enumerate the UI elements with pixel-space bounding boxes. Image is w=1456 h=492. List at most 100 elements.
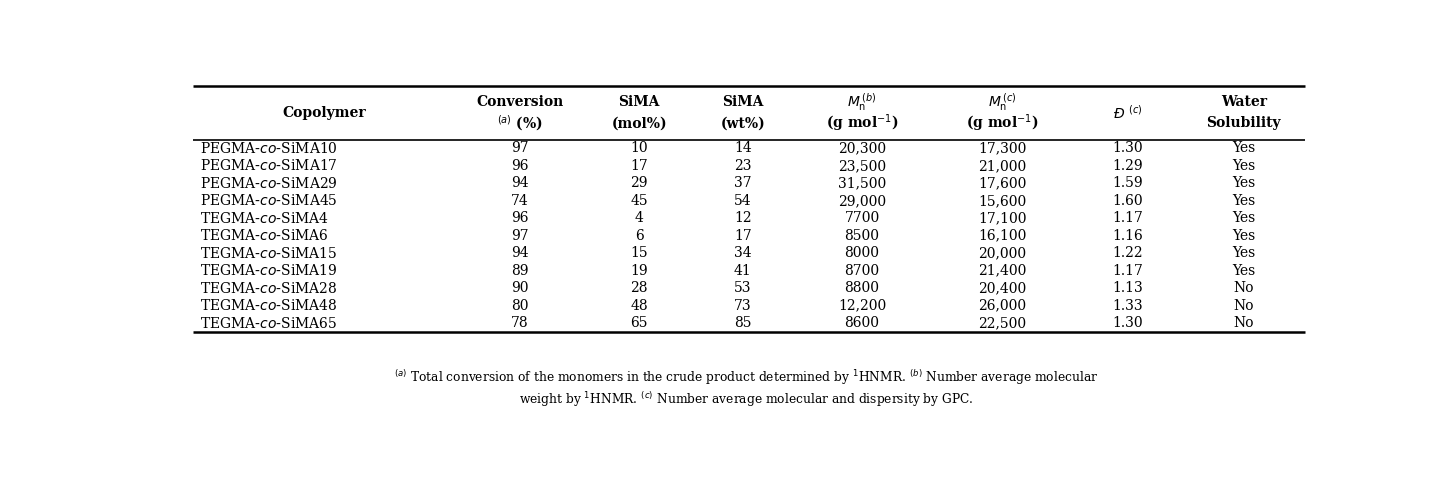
Text: 41: 41 — [734, 264, 751, 277]
Text: 15,600: 15,600 — [978, 194, 1026, 208]
Text: 21,400: 21,400 — [978, 264, 1026, 277]
Text: Solubility: Solubility — [1207, 116, 1281, 130]
Text: 8800: 8800 — [844, 281, 879, 295]
Text: PEGMA$\text{-}\mathit{co}\text{-}$SiMA29: PEGMA$\text{-}\mathit{co}\text{-}$SiMA29 — [199, 176, 338, 191]
Text: 17,300: 17,300 — [978, 142, 1026, 155]
Text: 14: 14 — [734, 142, 751, 155]
Text: 1.30: 1.30 — [1112, 142, 1143, 155]
Text: 1.17: 1.17 — [1112, 211, 1143, 225]
Text: 12,200: 12,200 — [837, 299, 887, 312]
Text: TEGMA$\text{-}\mathit{co}\text{-}$SiMA28: TEGMA$\text{-}\mathit{co}\text{-}$SiMA28 — [199, 280, 338, 296]
Text: 1.29: 1.29 — [1112, 159, 1143, 173]
Text: 1.13: 1.13 — [1112, 281, 1143, 295]
Text: 20,000: 20,000 — [978, 246, 1026, 260]
Text: $^{(a)}$ Total conversion of the monomers in the crude product determined by $^{: $^{(a)}$ Total conversion of the monomer… — [395, 369, 1098, 409]
Text: Yes: Yes — [1232, 177, 1255, 190]
Text: (wt%): (wt%) — [721, 116, 766, 130]
Text: $\mathit{M}_\mathrm{n}^{\,(c)}$: $\mathit{M}_\mathrm{n}^{\,(c)}$ — [989, 91, 1016, 113]
Text: 17: 17 — [734, 229, 751, 243]
Text: Yes: Yes — [1232, 159, 1255, 173]
Text: 4: 4 — [635, 211, 644, 225]
Text: 10: 10 — [630, 142, 648, 155]
Text: 29,000: 29,000 — [839, 194, 887, 208]
Text: TEGMA$\text{-}\mathit{co}\text{-}$SiMA65: TEGMA$\text{-}\mathit{co}\text{-}$SiMA65 — [199, 315, 338, 331]
Text: TEGMA$\text{-}\mathit{co}\text{-}$SiMA15: TEGMA$\text{-}\mathit{co}\text{-}$SiMA15 — [199, 246, 338, 261]
Text: 74: 74 — [511, 194, 529, 208]
Text: 23: 23 — [734, 159, 751, 173]
Text: 53: 53 — [734, 281, 751, 295]
Text: 17,600: 17,600 — [978, 177, 1026, 190]
Text: Yes: Yes — [1232, 194, 1255, 208]
Text: Yes: Yes — [1232, 211, 1255, 225]
Text: PEGMA$\text{-}\mathit{co}\text{-}$SiMA17: PEGMA$\text{-}\mathit{co}\text{-}$SiMA17 — [199, 158, 338, 173]
Text: 26,000: 26,000 — [978, 299, 1026, 312]
Text: 48: 48 — [630, 299, 648, 312]
Text: 73: 73 — [734, 299, 751, 312]
Text: 85: 85 — [734, 316, 751, 330]
Text: 16,100: 16,100 — [978, 229, 1026, 243]
Text: 19: 19 — [630, 264, 648, 277]
Text: 21,000: 21,000 — [978, 159, 1026, 173]
Text: Yes: Yes — [1232, 229, 1255, 243]
Text: 17,100: 17,100 — [978, 211, 1026, 225]
Text: 29: 29 — [630, 177, 648, 190]
Text: 1.30: 1.30 — [1112, 316, 1143, 330]
Text: 8000: 8000 — [844, 246, 879, 260]
Text: 28: 28 — [630, 281, 648, 295]
Text: 96: 96 — [511, 211, 529, 225]
Text: 20,300: 20,300 — [839, 142, 887, 155]
Text: TEGMA$\text{-}\mathit{co}\text{-}$SiMA19: TEGMA$\text{-}\mathit{co}\text{-}$SiMA19 — [199, 263, 338, 278]
Text: 1.59: 1.59 — [1112, 177, 1143, 190]
Text: 12: 12 — [734, 211, 751, 225]
Text: TEGMA$\text{-}\mathit{co}\text{-}$SiMA6: TEGMA$\text{-}\mathit{co}\text{-}$SiMA6 — [199, 228, 329, 243]
Text: 94: 94 — [511, 177, 529, 190]
Text: 97: 97 — [511, 229, 529, 243]
Text: 15: 15 — [630, 246, 648, 260]
Text: 8600: 8600 — [844, 316, 879, 330]
Text: Conversion: Conversion — [476, 95, 563, 109]
Text: 94: 94 — [511, 246, 529, 260]
Text: $^{(a)}$ (%): $^{(a)}$ (%) — [496, 114, 543, 133]
Text: 1.16: 1.16 — [1112, 229, 1143, 243]
Text: $\mathit{Đ}$ $^{(c)}$: $\mathit{Đ}$ $^{(c)}$ — [1112, 104, 1143, 122]
Text: TEGMA$\text{-}\mathit{co}\text{-}$SiMA4: TEGMA$\text{-}\mathit{co}\text{-}$SiMA4 — [199, 211, 329, 226]
Text: (g mol$^{-1}$): (g mol$^{-1}$) — [826, 113, 898, 134]
Text: 8700: 8700 — [844, 264, 879, 277]
Text: Yes: Yes — [1232, 264, 1255, 277]
Text: 34: 34 — [734, 246, 751, 260]
Text: 1.17: 1.17 — [1112, 264, 1143, 277]
Text: PEGMA$\text{-}\mathit{co}\text{-}$SiMA10: PEGMA$\text{-}\mathit{co}\text{-}$SiMA10 — [199, 141, 338, 156]
Text: $\mathit{M}_\mathrm{n}^{\,(b)}$: $\mathit{M}_\mathrm{n}^{\,(b)}$ — [847, 91, 877, 113]
Text: 89: 89 — [511, 264, 529, 277]
Text: 1.33: 1.33 — [1112, 299, 1143, 312]
Text: Copolymer: Copolymer — [282, 106, 367, 120]
Text: 80: 80 — [511, 299, 529, 312]
Text: 8500: 8500 — [844, 229, 879, 243]
Text: No: No — [1233, 316, 1254, 330]
Text: No: No — [1233, 299, 1254, 312]
Text: 45: 45 — [630, 194, 648, 208]
Text: 96: 96 — [511, 159, 529, 173]
Text: (g mol$^{-1}$): (g mol$^{-1}$) — [967, 113, 1038, 134]
Text: 97: 97 — [511, 142, 529, 155]
Text: 31,500: 31,500 — [837, 177, 887, 190]
Text: 7700: 7700 — [844, 211, 879, 225]
Text: 90: 90 — [511, 281, 529, 295]
Text: 78: 78 — [511, 316, 529, 330]
Text: Water: Water — [1220, 95, 1267, 109]
Text: SiMA: SiMA — [722, 95, 763, 109]
Text: (mol%): (mol%) — [612, 116, 667, 130]
Text: 22,500: 22,500 — [978, 316, 1026, 330]
Text: 23,500: 23,500 — [839, 159, 887, 173]
Text: 37: 37 — [734, 177, 751, 190]
Text: PEGMA$\text{-}\mathit{co}\text{-}$SiMA45: PEGMA$\text{-}\mathit{co}\text{-}$SiMA45 — [199, 193, 338, 208]
Text: No: No — [1233, 281, 1254, 295]
Text: Yes: Yes — [1232, 142, 1255, 155]
Text: 20,400: 20,400 — [978, 281, 1026, 295]
Text: SiMA: SiMA — [619, 95, 660, 109]
Text: Yes: Yes — [1232, 246, 1255, 260]
Text: 1.22: 1.22 — [1112, 246, 1143, 260]
Text: TEGMA$\text{-}\mathit{co}\text{-}$SiMA48: TEGMA$\text{-}\mathit{co}\text{-}$SiMA48 — [199, 298, 338, 313]
Text: 54: 54 — [734, 194, 751, 208]
Text: 17: 17 — [630, 159, 648, 173]
